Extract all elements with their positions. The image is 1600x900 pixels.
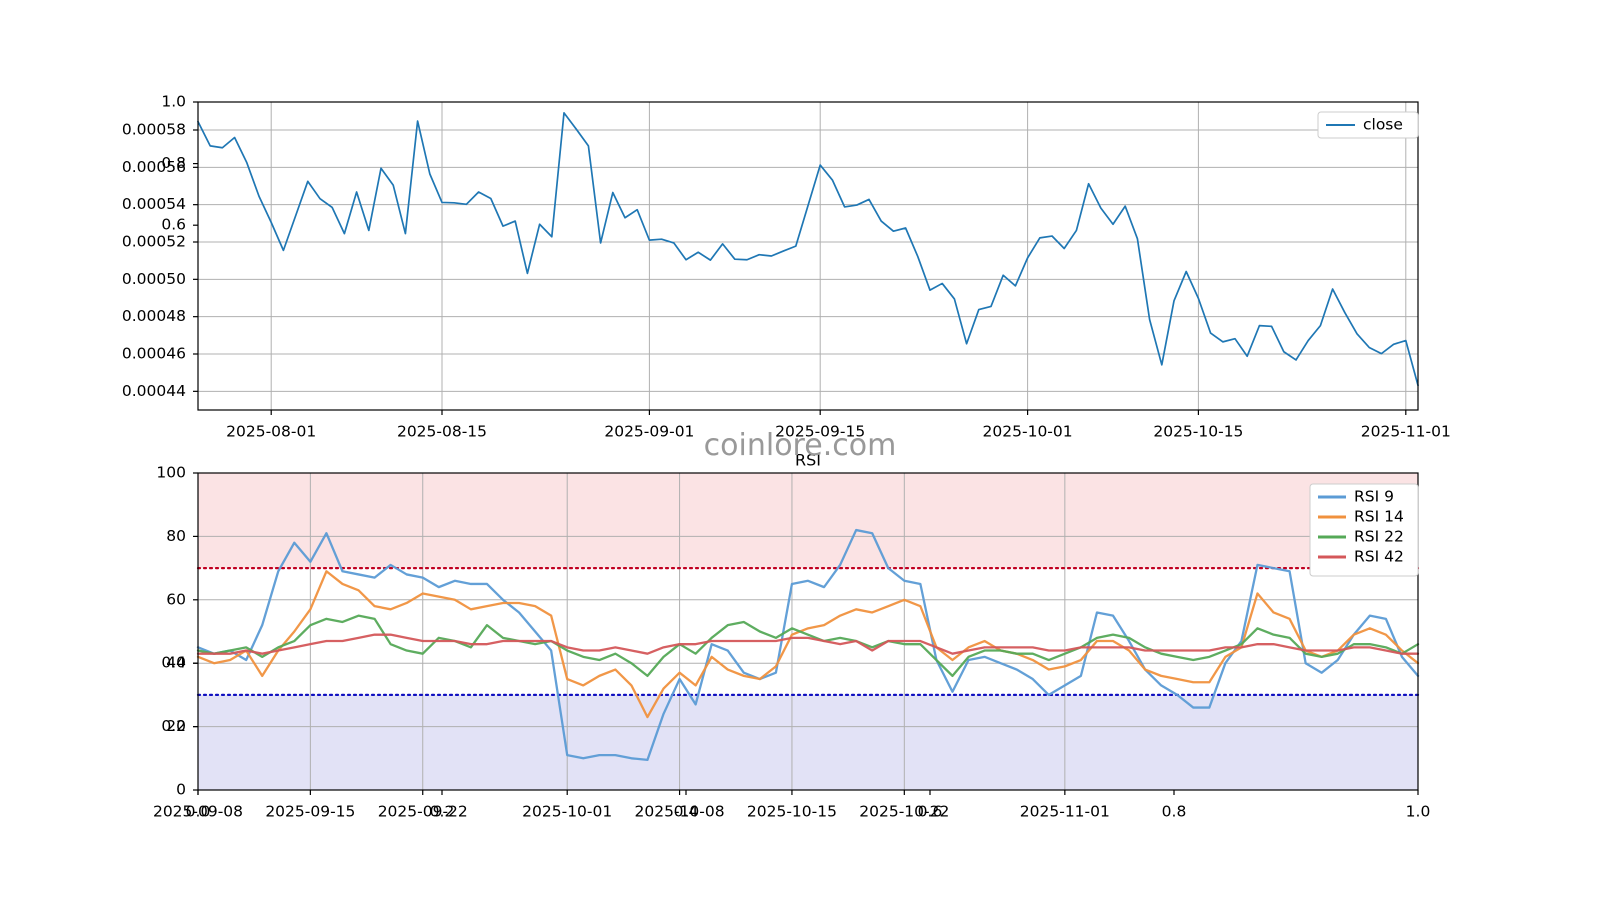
rsi-series-line-rsi-42 (196, 633, 1420, 655)
rsi-legend-label-1: RSI 9 (1354, 488, 1394, 506)
price-xtick-label: 2025-08-15 (397, 423, 487, 441)
rsi-secondary-xtick-label: 0.8 (1162, 803, 1187, 821)
price-secondary-ytick-label: 0.8 (161, 154, 186, 172)
rsi-series-line-rsi-9 (196, 528, 1420, 762)
rsi-xtick-label: 2025-09-15 (265, 803, 355, 821)
price-ytick-label: 0.00056 (122, 158, 186, 176)
rsi-ytick-label: 60 (166, 590, 186, 608)
rsi-xtick-label: 2025-09-08 (153, 803, 243, 821)
rsi-ytick-label: 100 (156, 464, 186, 482)
price-xtick-label: 2025-10-15 (1153, 423, 1243, 441)
price-ytick-label: 0.00044 (122, 382, 186, 400)
price-xtick-label: 2025-08-01 (226, 423, 316, 441)
rsi-secondary-xtick-label: 1.0 (1406, 803, 1431, 821)
price-ytick-label: 0.00050 (122, 270, 186, 288)
rsi-secondary-xtick-label: 0.6 (918, 803, 943, 821)
price-ytick-label: 0.00054 (122, 195, 186, 213)
rsi-secondary-xtick-label: 0.0 (186, 803, 211, 821)
price-xtick-label: 2025-10-01 (983, 423, 1073, 441)
rsi-legend-label-2: RSI 14 (1354, 508, 1404, 526)
price-axes-frame (197, 101, 1419, 411)
price-legend-label: close (1363, 116, 1403, 134)
rsi-ytick-label: 0 (176, 781, 186, 799)
price-plot-background (198, 102, 1418, 410)
rsi-legend-box[interactable] (1309, 483, 1419, 577)
price-legend-box[interactable] (1317, 111, 1419, 139)
rsi-series-line-rsi-14 (196, 570, 1420, 719)
price-close-line (197, 111, 1419, 387)
price-chart-panel: 0.00044 0.00046 0.00048 0.00050 0.00052 0.000… (122, 93, 1451, 441)
rsi-ytick-label: 40 (166, 654, 186, 672)
rsi-axes-frame (197, 472, 1419, 791)
price-secondary-ytick-label: 1.0 (161, 93, 186, 111)
rsi-xtick-label: 2025-10-15 (747, 803, 837, 821)
rsi-xtick-label: 2025-11-01 (1020, 803, 1110, 821)
rsi-secondary-xtick-label: 0.2 (430, 803, 455, 821)
rsi-xtick-label: 2025-10-22 (859, 803, 949, 821)
rsi-legend-label-3: RSI 22 (1354, 528, 1404, 546)
rsi-overbought-band (198, 473, 1418, 569)
price-xtick-label: 2025-09-01 (604, 423, 694, 441)
rsi-oversold-band (198, 694, 1418, 790)
rsi-secondary-ytick-label: 0.2 (161, 717, 186, 735)
rsi-xtick-label: 2025-10-01 (522, 803, 612, 821)
rsi-xtick-label: 2025-09-22 (378, 803, 468, 821)
rsi-chart-panel: 0 20 40 60 80 100 0.2 0.4 2025-09-08 2025-09-15 20… (153, 451, 1431, 821)
price-xtick-label: 2025-11-01 (1361, 423, 1451, 441)
price-ytick-label: 0.00048 (122, 307, 186, 325)
price-ytick-label: 0.00058 (122, 121, 186, 139)
rsi-ytick-label: 20 (166, 717, 186, 735)
rsi-secondary-ytick-label: 0.4 (161, 654, 186, 672)
rsi-series-line-rsi-22 (196, 614, 1420, 678)
rsi-subplot-title: RSI (795, 451, 821, 470)
price-xtick-label: 2025-09-15 (775, 423, 865, 441)
price-ytick-label: 0.00046 (122, 345, 186, 363)
rsi-legend-label-4: RSI 42 (1354, 548, 1404, 566)
rsi-secondary-xtick-label: 0.4 (674, 803, 699, 821)
rsi-xtick-label: 2025-10-08 (635, 803, 725, 821)
rsi-ytick-label: 80 (166, 527, 186, 545)
price-ytick-label: 0.00052 (122, 233, 186, 251)
price-secondary-ytick-label: 0.6 (161, 216, 186, 234)
